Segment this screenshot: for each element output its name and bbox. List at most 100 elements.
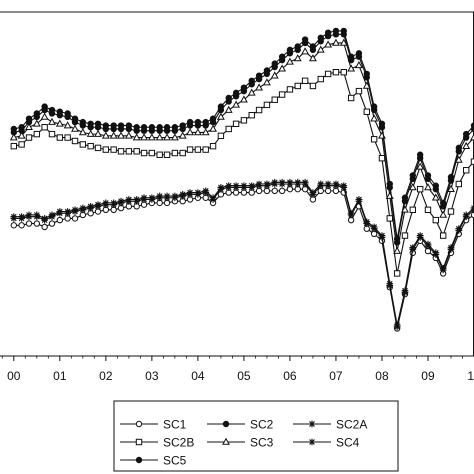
series-sc3-point [316,45,325,53]
series-sc2b-point [171,149,179,157]
series-sc5-point [156,124,163,131]
series-sc2b-point [232,120,240,127]
series-sc3-point [48,117,56,125]
series-sc3-point [147,133,156,141]
series-sc2b-point [294,82,301,90]
series-sc4-point [409,245,417,253]
series-sc5-point [163,124,171,131]
series-sc3-point [278,64,287,72]
series-sc2b-point [393,270,401,277]
series-sc2b [10,69,474,277]
legend-item-sc2a: SC2A [293,418,367,432]
series-sc3-point [109,131,118,139]
series-sc4-point [163,194,171,202]
series-sc3-point [170,133,179,141]
legend-label-sc5: SC5 [163,454,187,468]
series-sc4-point [56,209,64,217]
series-sc5-point [255,72,263,79]
series-sc4-point [148,196,156,203]
x-tick-label: 00 [7,369,21,383]
series-sc3-point [78,128,87,136]
series-sc2b-point [286,86,294,93]
series-sc3-point [140,133,148,141]
series-sc5-point [248,77,255,85]
series-sc2b-point [378,155,386,162]
series-sc3-point [178,131,187,139]
series-sc4-point [171,194,179,202]
series-sc3-point [247,88,256,96]
series-sc4-point [225,184,233,191]
series-sc4-point [378,233,386,241]
x-tick-label: 08 [375,369,389,383]
series-sc3-point [209,124,218,132]
series-sc5-point [409,172,416,179]
series-sc4-point [263,182,271,190]
series-sc4-point [271,180,279,188]
series-sc2b-point [140,149,148,157]
series-sc3-point [285,57,294,65]
series-sc4-point [25,213,33,221]
series-sc2b-point [355,87,363,95]
series-sc3-point [101,131,110,139]
series-sc3-point [447,184,455,192]
series-sc5-point [447,173,455,181]
series-sc5-point [194,118,202,126]
series-sc4-point [424,242,432,250]
series-sc5-point [87,120,94,128]
series-sc3-point [308,54,317,62]
series-sc3-point [347,64,356,72]
series-sc4-point [248,184,256,191]
series-sc1-point [18,222,25,229]
legend-label-sc2a: SC2A [336,418,367,432]
x-tick-label: 01 [53,369,67,383]
series-sc2b-point [225,125,232,133]
series-sc1-point [33,220,41,227]
x-tick-label: 09 [421,369,435,383]
series-sc5-point [347,53,355,60]
series-sc5-point [18,124,25,131]
series-sc4-point [347,211,355,219]
series-sc5-point [125,122,133,129]
series-sc5-point [455,144,463,152]
series-sc3-point [401,205,409,213]
series-sc5-point [278,53,286,60]
series-sc3-point [216,112,225,120]
series-sc4-point [125,197,133,205]
legend-item-sc1: SC1 [120,418,187,432]
series-sc3-point [355,60,363,69]
series-sc5-point [286,46,294,54]
series-sc4-point [455,227,463,234]
series-sc2b-point [133,148,140,155]
series-sc3-point [193,128,202,136]
series-sc3-point [71,124,79,132]
series-sc4-point [194,190,202,198]
series-sc3-point [224,105,233,113]
series-sc3-point [262,78,271,86]
series-sc3-point [201,128,210,136]
legend-label-sc4: SC4 [336,436,360,450]
series-sc3-point [454,155,463,163]
series-sc4-point [401,288,409,296]
series-sc5-point [240,84,248,91]
series-sc5-point [309,43,317,50]
series-sc2b-point [439,232,447,239]
series-sc3-point [86,129,95,137]
series-sc3-point [270,71,279,79]
legend-swatch-sc2b-marker [135,438,143,446]
series-sc3-point [25,122,33,131]
x-tick-label: 10 [467,369,474,383]
series-sc4-point [355,197,363,205]
series-sc5-point [332,27,340,35]
series-sc3-point [163,133,171,141]
series-sc3-point [324,40,333,48]
series-sc3-point [63,121,72,129]
x-tick-label: 04 [191,369,205,383]
series-sc4-point [133,197,141,205]
series-sc4-point [202,189,210,196]
series-sc3-point [40,112,49,120]
series-sc2b-point [455,180,463,188]
legend-swatch-sc4-marker [308,438,316,446]
series-sc2b-point [110,146,117,153]
series-sc4-point [156,194,164,202]
series-sc2b-point [186,146,194,153]
